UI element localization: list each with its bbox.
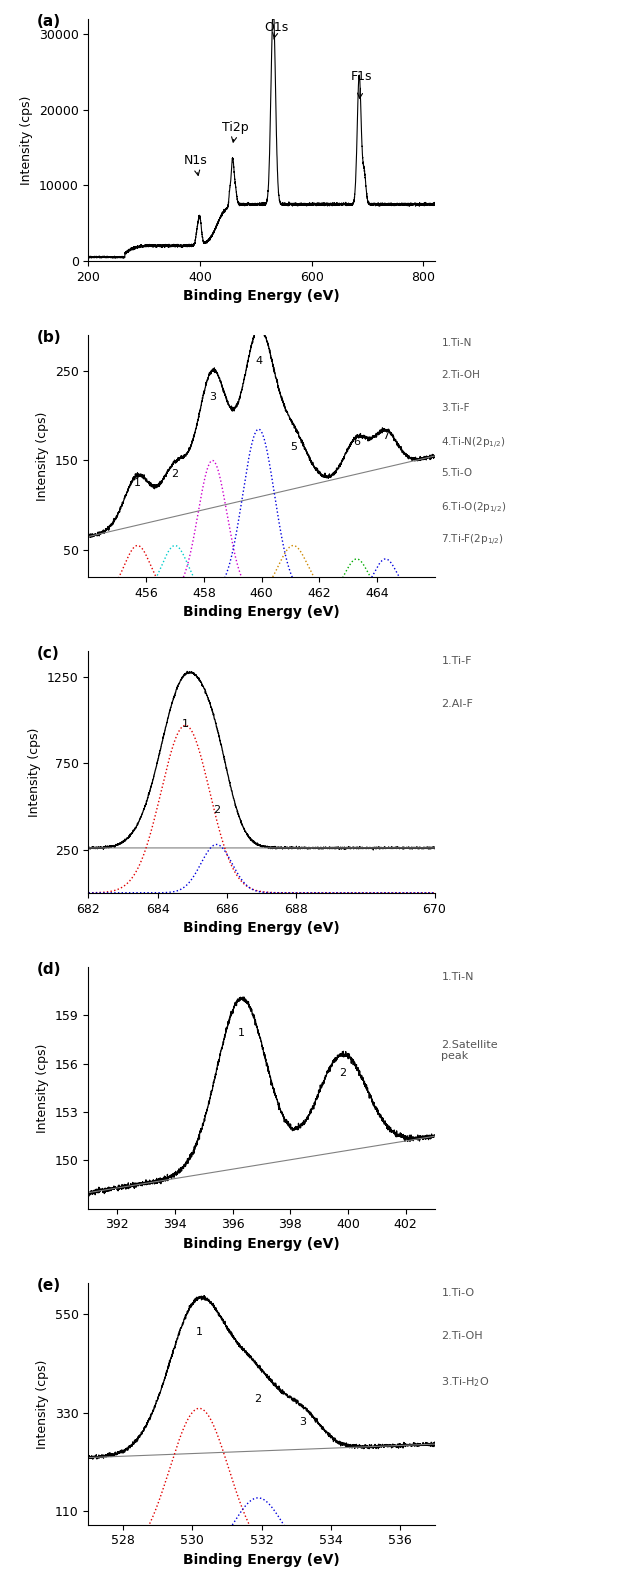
X-axis label: Binding Energy (eV): Binding Energy (eV) (183, 1554, 340, 1568)
X-axis label: Binding Energy (eV): Binding Energy (eV) (183, 290, 340, 304)
Text: 1.Ti-F: 1.Ti-F (442, 657, 472, 666)
Text: 2.Ti-OH: 2.Ti-OH (442, 370, 480, 380)
Text: 6.Ti-O(2p$_{1/2}$): 6.Ti-O(2p$_{1/2}$) (442, 501, 507, 516)
Text: 5: 5 (289, 441, 297, 451)
Y-axis label: Intensity (cps): Intensity (cps) (20, 95, 33, 185)
X-axis label: Binding Energy (eV): Binding Energy (eV) (183, 606, 340, 619)
Text: 4.Ti-N(2p$_{1/2}$): 4.Ti-N(2p$_{1/2}$) (442, 435, 506, 451)
Text: 2.Ti-OH: 2.Ti-OH (442, 1332, 483, 1342)
Text: 1: 1 (238, 1028, 245, 1038)
Text: (c): (c) (37, 647, 59, 661)
Text: 3.Ti-H$_2$O: 3.Ti-H$_2$O (442, 1375, 490, 1389)
Text: 1.Ti-N: 1.Ti-N (442, 337, 472, 348)
Text: 7: 7 (382, 430, 389, 441)
Text: 1: 1 (196, 1327, 203, 1337)
Text: Ti2p: Ti2p (222, 120, 249, 142)
Text: 1: 1 (134, 478, 141, 487)
Text: 6: 6 (353, 438, 360, 448)
Text: (e): (e) (37, 1278, 61, 1292)
Text: 2.Satellite
peak: 2.Satellite peak (442, 1039, 498, 1062)
Y-axis label: Intensity (cps): Intensity (cps) (36, 1043, 49, 1133)
Text: 3.Ti-F: 3.Ti-F (442, 403, 470, 413)
Text: (a): (a) (37, 14, 61, 30)
Text: 2: 2 (213, 805, 220, 815)
X-axis label: Binding Energy (eV): Binding Energy (eV) (183, 1237, 340, 1251)
Text: N1s: N1s (183, 153, 207, 176)
Text: 2.Al-F: 2.Al-F (442, 699, 473, 709)
Y-axis label: Intensity (cps): Intensity (cps) (28, 728, 42, 816)
Text: O1s: O1s (264, 21, 289, 40)
Y-axis label: Intensity (cps): Intensity (cps) (36, 1359, 49, 1449)
Text: 7.Ti-F(2p$_{1/2}$): 7.Ti-F(2p$_{1/2}$) (442, 533, 504, 549)
Text: (b): (b) (37, 331, 61, 345)
Text: 4: 4 (255, 356, 262, 367)
Text: 2: 2 (339, 1068, 346, 1077)
Text: 5.Ti-O: 5.Ti-O (442, 468, 473, 478)
Text: 3: 3 (300, 1417, 307, 1427)
Text: F1s: F1s (351, 70, 372, 98)
Text: 3: 3 (209, 392, 216, 402)
Text: 1: 1 (182, 720, 189, 729)
Text: 1.Ti-O: 1.Ti-O (442, 1288, 475, 1297)
X-axis label: Binding Energy (eV): Binding Energy (eV) (183, 921, 340, 935)
Text: 2: 2 (171, 468, 179, 479)
Text: 2: 2 (255, 1394, 262, 1405)
Y-axis label: Intensity (cps): Intensity (cps) (36, 411, 49, 500)
Text: (d): (d) (37, 962, 61, 978)
Text: 1.Ti-N: 1.Ti-N (442, 971, 474, 982)
